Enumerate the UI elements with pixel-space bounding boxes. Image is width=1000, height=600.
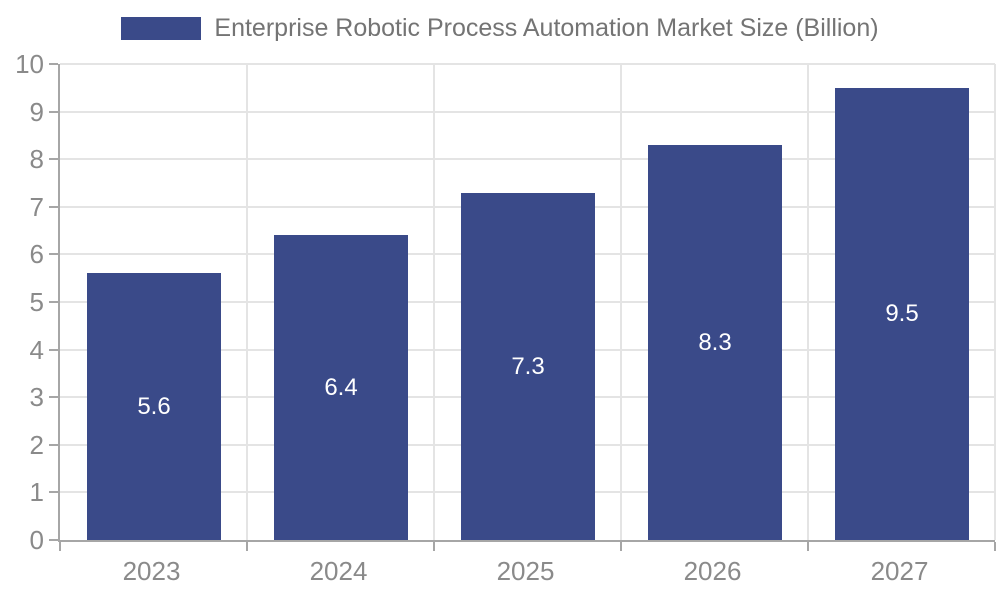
bar-2027[interactable]: 9.5 bbox=[835, 88, 969, 540]
y-axis-label: 7 bbox=[29, 191, 44, 222]
bar-value-label: 5.6 bbox=[137, 392, 171, 420]
legend-label: Enterprise Robotic Process Automation Ma… bbox=[214, 14, 879, 42]
vertical-gridline bbox=[246, 64, 248, 540]
x-axis-label: 2024 bbox=[309, 556, 368, 586]
y-axis-tick bbox=[49, 491, 58, 494]
bar-value-label: 9.5 bbox=[885, 300, 919, 327]
y-axis-tick bbox=[49, 253, 58, 256]
x-axis-tick bbox=[807, 542, 809, 551]
y-axis-label: 4 bbox=[29, 334, 44, 365]
bar-2025[interactable]: 7.3 bbox=[461, 193, 595, 540]
y-axis-tick bbox=[49, 205, 58, 208]
y-axis-label: 0 bbox=[29, 525, 44, 555]
y-axis-label: 3 bbox=[29, 382, 44, 413]
y-axis-label: 9 bbox=[29, 96, 44, 127]
x-axis-tick bbox=[433, 542, 435, 551]
y-axis-tick bbox=[49, 301, 58, 303]
x-axis-tick bbox=[994, 542, 996, 551]
y-axis-tick bbox=[49, 443, 58, 446]
y-axis-label: 1 bbox=[29, 477, 44, 508]
bar-2023[interactable]: 5.6 bbox=[87, 273, 221, 540]
horizontal-gridline bbox=[60, 158, 995, 161]
legend-item[interactable]: Enterprise Robotic Process Automation Ma… bbox=[0, 14, 1000, 43]
horizontal-gridline bbox=[60, 110, 995, 113]
bar-2026[interactable]: 8.3 bbox=[648, 145, 782, 540]
bar-value-label: 8.3 bbox=[698, 328, 732, 356]
y-axis-label: 2 bbox=[29, 429, 44, 460]
bar-value-label: 7.3 bbox=[511, 352, 545, 380]
bar-2024[interactable]: 6.4 bbox=[274, 235, 408, 540]
y-axis-label: 10 bbox=[15, 49, 44, 79]
y-axis-tick bbox=[49, 110, 58, 113]
y-axis-tick bbox=[49, 539, 58, 541]
x-axis-label: 2023 bbox=[122, 556, 181, 586]
vertical-gridline bbox=[807, 64, 809, 540]
y-axis-label: 6 bbox=[29, 239, 44, 270]
y-axis-label: 5 bbox=[29, 287, 44, 317]
y-axis-tick bbox=[49, 348, 58, 351]
x-axis-tick bbox=[620, 542, 622, 551]
bar-value-label: 6.4 bbox=[324, 373, 358, 401]
vertical-gridline bbox=[994, 64, 996, 540]
vertical-gridline bbox=[620, 64, 622, 540]
x-axis-label: 2026 bbox=[683, 556, 742, 586]
vertical-gridline bbox=[433, 64, 435, 540]
plot-area: 5.6 6.4 7.3 8.3 9.5 bbox=[49, 63, 996, 551]
legend-swatch bbox=[121, 17, 202, 40]
y-axis-tick bbox=[49, 396, 58, 399]
horizontal-gridline bbox=[60, 63, 995, 65]
x-axis-tick bbox=[246, 542, 248, 551]
y-axis-tick bbox=[49, 158, 58, 161]
x-axis-label: 2025 bbox=[496, 556, 555, 586]
y-axis-label: 8 bbox=[29, 144, 44, 175]
y-axis-tick bbox=[49, 63, 58, 65]
x-axis-tick bbox=[59, 542, 61, 551]
x-axis-label: 2027 bbox=[870, 556, 929, 586]
